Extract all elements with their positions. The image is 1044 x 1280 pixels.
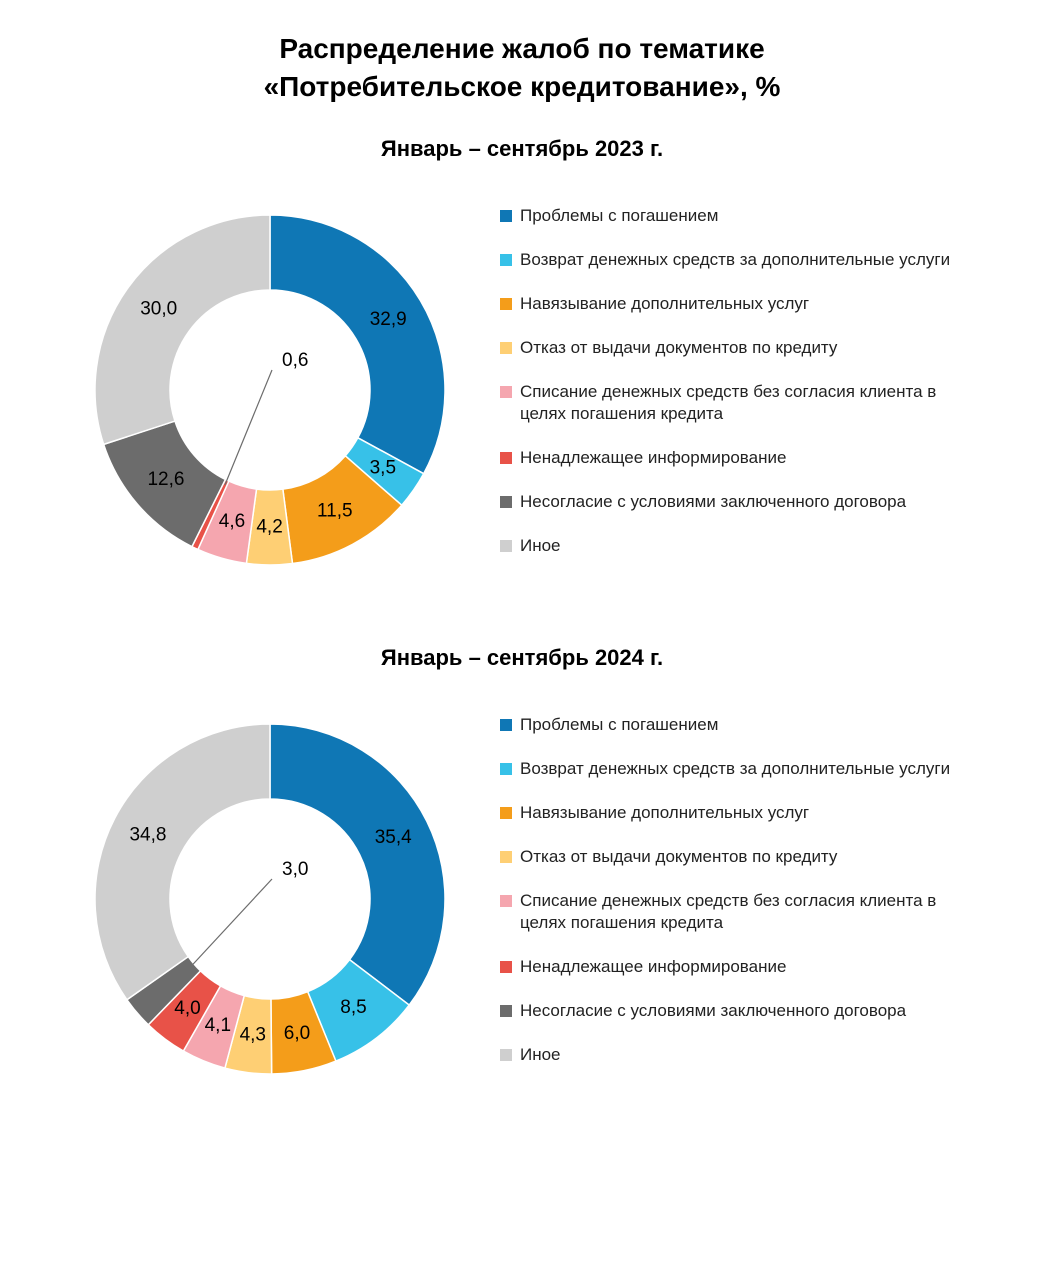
legend-label: Иное [520,1044,960,1066]
legend-marker [500,386,512,398]
legend-item: Навязывание дополнительных услуг [500,293,960,315]
legend-label: Отказ от выдачи документов по кредиту [520,337,960,359]
legend-label: Возврат денежных средств за дополнительн… [520,249,960,271]
legend-marker [500,298,512,310]
donut-chart: 32,9 3,5 11,5 4,2 4,6 0,6 12,6 30,0 [60,180,480,605]
slice-value-label: 4,1 [205,1015,231,1036]
legend-label: Несогласие с условиями заключенного дого… [520,1000,960,1022]
slice-value-label: 4,2 [256,516,282,537]
legend-marker [500,254,512,266]
legend-item: Отказ от выдачи документов по кредиту [500,846,960,868]
legend-item: Иное [500,535,960,557]
legend: Проблемы с погашением Возврат денежных ср… [500,714,1024,1089]
legend-item: Проблемы с погашением [500,205,960,227]
chart-block: Январь – сентябрь 2024 г. 35,4 8,5 6,0 4,3 4,… [20,645,1024,1114]
legend-marker [500,807,512,819]
legend-marker [500,719,512,731]
legend-label: Иное [520,535,960,557]
legend-item: Списание денежных средств без согласия к… [500,890,960,934]
legend-label: Отказ от выдачи документов по кредиту [520,846,960,868]
legend-item: Несогласие с условиями заключенного дого… [500,491,960,513]
slice-value-label: 4,0 [174,998,200,1019]
chart-subtitle: Январь – сентябрь 2024 г. [20,645,1024,671]
legend-label: Списание денежных средств без согласия к… [520,381,960,425]
legend-marker [500,1049,512,1061]
slice-value-label: 34,8 [129,824,166,845]
legend-label: Проблемы с погашением [520,714,960,736]
slice-value-label: 8,5 [340,997,366,1018]
slice-value-label: 11,5 [317,500,353,521]
legend-item: Возврат денежных средств за дополнительн… [500,249,960,271]
chart-block: Январь – сентябрь 2023 г. 32,9 3,5 11,5 4,2 4… [20,136,1024,605]
legend-item: Иное [500,1044,960,1066]
title-line-1: Распределение жалоб по тематике [279,33,764,64]
legend-marker [500,342,512,354]
slice-value-label: 3,5 [370,457,396,478]
donut-slice [95,215,270,444]
legend-marker [500,895,512,907]
legend-marker [500,210,512,222]
slice-value-label: 32,9 [370,308,407,329]
slice-value-label: 3,0 [282,859,308,880]
donut-slice [270,215,445,474]
legend-label: Возврат денежных средств за дополнительн… [520,758,960,780]
legend-marker [500,961,512,973]
legend-label: Несогласие с условиями заключенного дого… [520,491,960,513]
slice-value-label: 4,3 [240,1024,266,1045]
legend-item: Ненадлежащее информирование [500,956,960,978]
chart-subtitle: Январь – сентябрь 2023 г. [20,136,1024,162]
legend: Проблемы с погашением Возврат денежных ср… [500,205,1024,580]
legend-marker [500,540,512,552]
legend-label: Списание денежных средств без согласия к… [520,890,960,934]
slice-value-label: 12,6 [147,468,184,489]
legend-label: Ненадлежащее информирование [520,447,960,469]
donut-chart: 35,4 8,5 6,0 4,3 4,14,0 3,0 34,8 [60,689,480,1114]
donut-slice [95,724,270,1000]
legend-label: Проблемы с погашением [520,205,960,227]
legend-marker [500,496,512,508]
chart-row: 35,4 8,5 6,0 4,3 4,14,0 3,0 34,8 Проблемы с пог… [20,689,1024,1114]
slice-value-label: 30,0 [140,298,177,319]
legend-marker [500,851,512,863]
slice-value-label: 35,4 [375,827,412,848]
legend-marker [500,452,512,464]
legend-label: Навязывание дополнительных услуг [520,802,960,824]
legend-item: Навязывание дополнительных услуг [500,802,960,824]
legend-item: Возврат денежных средств за дополнительн… [500,758,960,780]
legend-label: Ненадлежащее информирование [520,956,960,978]
legend-item: Проблемы с погашением [500,714,960,736]
slice-value-label: 0,6 [282,350,308,371]
legend-item: Отказ от выдачи документов по кредиту [500,337,960,359]
leader-line [190,879,272,967]
chart-row: 32,9 3,5 11,5 4,2 4,6 0,6 12,6 30,0 Проблемы с п… [20,180,1024,605]
legend-marker [500,1005,512,1017]
legend-marker [500,763,512,775]
title-line-2: «Потребительское кредитование», % [264,71,781,102]
leader-line [225,370,272,485]
legend-label: Навязывание дополнительных услуг [520,293,960,315]
legend-item: Несогласие с условиями заключенного дого… [500,1000,960,1022]
charts-container: Январь – сентябрь 2023 г. 32,9 3,5 11,5 4,2 4… [20,136,1024,1114]
slice-value-label: 6,0 [284,1022,310,1043]
slice-value-label: 4,6 [219,511,245,532]
legend-item: Ненадлежащее информирование [500,447,960,469]
page-title: Распределение жалоб по тематике «Потреби… [20,30,1024,106]
legend-item: Списание денежных средств без согласия к… [500,381,960,425]
